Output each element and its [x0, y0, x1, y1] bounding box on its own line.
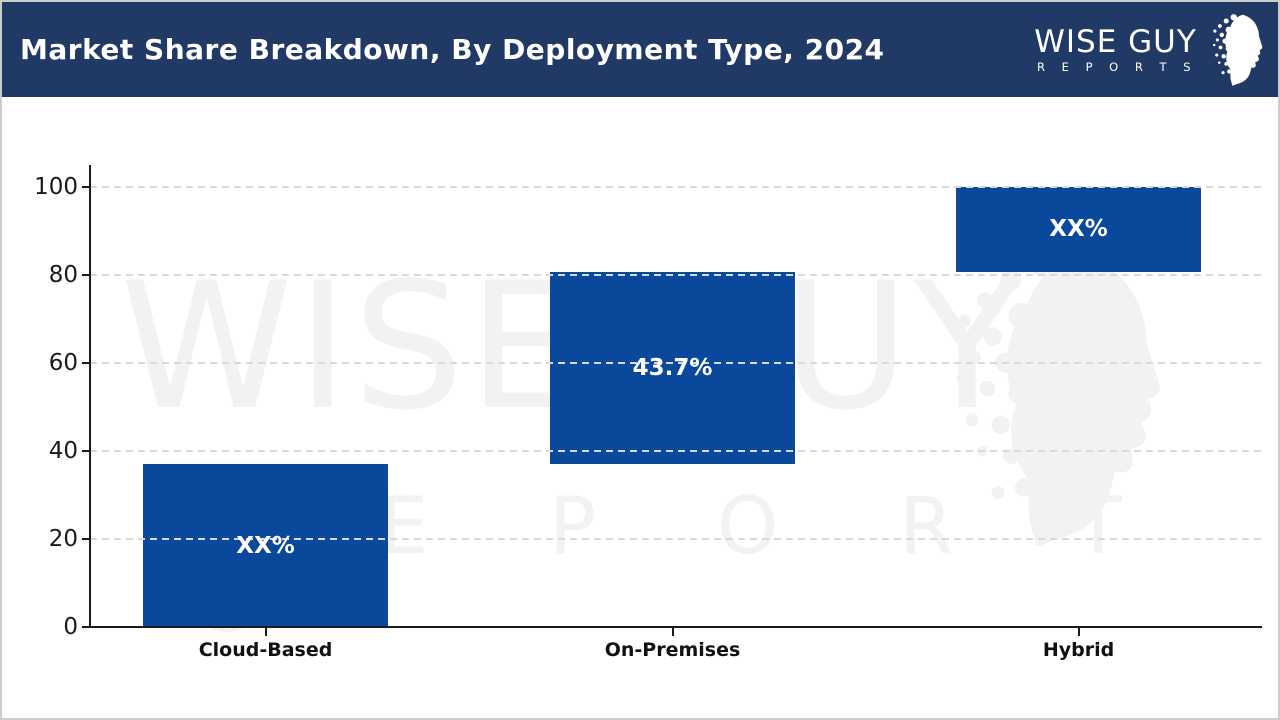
y-tick-mark	[82, 450, 90, 452]
x-category-label: Hybrid	[1042, 639, 1115, 661]
y-tick-label: 0	[63, 614, 78, 640]
gridline	[90, 186, 1262, 188]
gridline	[90, 450, 1262, 452]
x-category-label: On-Premises	[604, 639, 741, 661]
brand-text: WISE GUY R E P O R T S	[1034, 26, 1197, 75]
brand-head-icon	[1201, 10, 1264, 90]
y-tick-mark	[82, 362, 90, 364]
x-tick-mark	[671, 628, 674, 636]
x-tick-mark	[264, 628, 267, 636]
brand-name: WISE GUY	[1034, 23, 1197, 60]
bar-cloud-based	[143, 464, 388, 627]
header-bar: Market Share Breakdown, By Deployment Ty…	[2, 2, 1278, 97]
bar-value-label: 43.7%	[632, 355, 713, 382]
y-tick-label: 80	[48, 262, 78, 288]
x-category-label: Cloud-Based	[198, 639, 333, 661]
x-axis	[89, 626, 1262, 628]
gridline	[90, 274, 1262, 276]
brand-subtitle: R E P O R T S	[1037, 60, 1197, 75]
y-axis	[89, 165, 91, 628]
x-tick-mark	[1077, 628, 1080, 636]
page-title: Market Share Breakdown, By Deployment Ty…	[20, 33, 885, 66]
brand-logo: WISE GUY R E P O R T S	[1034, 8, 1264, 92]
y-tick-mark	[82, 626, 90, 628]
y-tick-label: 100	[34, 174, 78, 200]
y-tick-mark	[82, 186, 90, 188]
y-tick-label: 40	[48, 438, 78, 464]
bar-value-label: XX%	[1049, 216, 1108, 243]
gridline	[90, 362, 1262, 364]
bar-on-premises	[550, 271, 795, 465]
y-tick-mark	[82, 274, 90, 276]
y-tick-mark	[82, 538, 90, 540]
y-tick-label: 20	[48, 526, 78, 552]
y-tick-label: 60	[48, 350, 78, 376]
gridline	[90, 538, 1262, 540]
bar-value-label: XX%	[236, 532, 295, 559]
